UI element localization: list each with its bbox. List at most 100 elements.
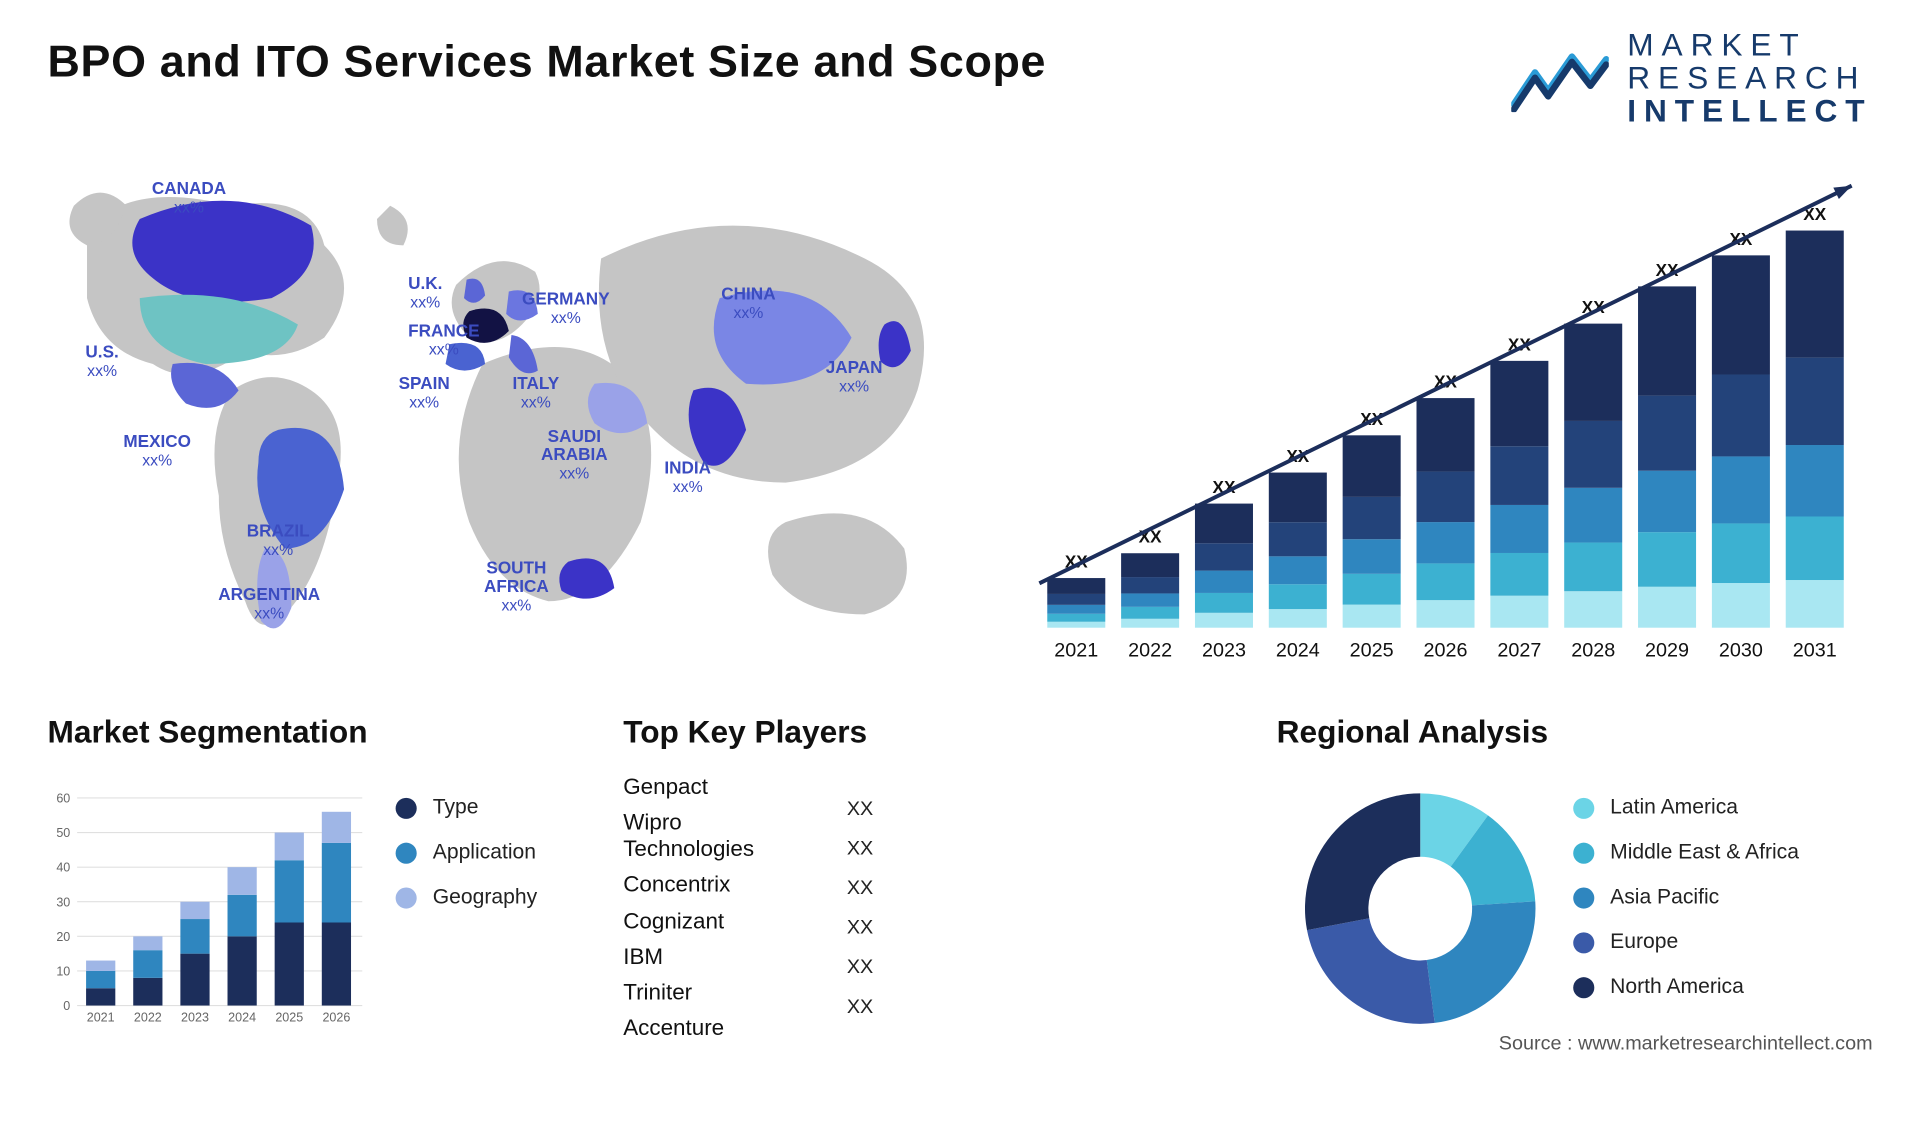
growth-bar-seg <box>1121 606 1179 618</box>
map-label-argentina: ARGENTINAxx% <box>218 585 320 623</box>
growth-trend-arrowhead <box>1833 185 1851 198</box>
growth-bar-seg <box>1711 523 1769 583</box>
map-label-china: CHINAxx% <box>721 284 775 322</box>
growth-bar-seg <box>1416 471 1474 522</box>
key-player-bar-row: XX <box>828 875 873 901</box>
seg-ytick: 20 <box>56 929 70 943</box>
map-label-saudi-arabia: SAUDIARABIAxx% <box>541 427 608 484</box>
legend-swatch-icon <box>396 797 417 818</box>
regional-section: Regional Analysis Latin America Middle Ea… <box>1277 714 1873 1070</box>
growth-bar-seg <box>1416 398 1474 471</box>
map-label-south-africa: SOUTHAFRICAxx% <box>484 559 549 616</box>
world-map: CANADAxx%U.S.xx%MEXICOxx%BRAZILxx%ARGENT… <box>47 152 996 679</box>
map-label-france: FRANCExx% <box>408 321 479 359</box>
growth-bar-seg <box>1268 609 1326 628</box>
growth-bar-seg <box>1342 573 1400 604</box>
key-player-bar-value: XX <box>847 917 873 939</box>
key-players-labels: GenpactWipro TechnologiesConcentrixCogni… <box>623 770 828 1047</box>
regional-legend-item: Europe <box>1573 930 1872 954</box>
seg-bar-seg <box>86 988 115 1005</box>
legend-swatch-icon <box>1573 932 1594 953</box>
growth-bar-seg <box>1638 395 1696 470</box>
growth-bar-seg <box>1564 420 1622 487</box>
growth-bar-year: 2026 <box>1423 639 1467 661</box>
seg-bar-seg <box>275 860 304 922</box>
map-label-india: INDIAxx% <box>664 458 711 496</box>
regional-legend-label: Asia Pacific <box>1610 886 1719 910</box>
seg-bar-seg <box>86 970 115 987</box>
growth-bar-seg <box>1490 552 1548 595</box>
legend-swatch-icon <box>396 887 417 908</box>
seg-ytick: 40 <box>56 860 70 874</box>
regional-legend-label: Europe <box>1610 930 1678 954</box>
seg-xtick: 2022 <box>134 1010 162 1024</box>
growth-chart: XXXXXXXXXXXXXXXXXXXXXX 20212022202320242… <box>997 152 1873 679</box>
seg-xtick: 2021 <box>87 1010 115 1024</box>
growth-bar-seg <box>1490 595 1548 627</box>
growth-bar-seg <box>1121 618 1179 627</box>
seg-bar-seg <box>86 960 115 970</box>
growth-bar-seg <box>1047 621 1105 627</box>
logo-text: MARKET RESEARCH INTELLECT <box>1627 29 1872 129</box>
seg-legend-label: Application <box>433 841 536 865</box>
seg-bar-seg <box>275 922 304 1005</box>
map-label-brazil: BRAZILxx% <box>247 522 310 560</box>
key-player-bar-row: XX <box>828 796 873 822</box>
regional-legend-item: Middle East & Africa <box>1573 841 1872 865</box>
growth-bar-seg <box>1490 446 1548 505</box>
growth-bar-seg <box>1047 604 1105 613</box>
regional-donut-chart <box>1294 783 1545 1034</box>
key-player-bar-row: XX <box>828 835 873 861</box>
regional-legend: Latin America Middle East & Africa Asia Pa… <box>1563 796 1873 1020</box>
regional-title: Regional Analysis <box>1277 714 1873 751</box>
regional-legend-item: North America <box>1573 975 1872 999</box>
map-label-spain: SPAINxx% <box>399 374 450 412</box>
growth-bar-seg <box>1416 522 1474 563</box>
regional-legend-label: North America <box>1610 975 1744 999</box>
growth-bar-year: 2027 <box>1497 639 1541 661</box>
seg-xtick: 2024 <box>228 1010 256 1024</box>
seg-bar-seg <box>180 953 209 1005</box>
growth-bar-seg <box>1711 582 1769 627</box>
growth-bar-seg <box>1564 591 1622 627</box>
growth-bar-seg <box>1564 323 1622 420</box>
growth-bar-seg <box>1638 286 1696 395</box>
growth-bar-seg <box>1785 444 1843 515</box>
key-player-name: Genpact <box>623 774 815 800</box>
growth-bar-seg <box>1638 470 1696 531</box>
legend-swatch-icon <box>1573 842 1594 863</box>
seg-bar-seg <box>322 842 351 922</box>
key-players-section: Top Key Players GenpactWipro Technologie… <box>623 714 1245 1070</box>
map-label-u-s-: U.S.xx% <box>85 342 118 380</box>
seg-bar-seg <box>228 936 257 1005</box>
growth-bar-seg <box>1342 539 1400 574</box>
key-player-bar-row: XX <box>828 994 873 1020</box>
growth-bar-seg <box>1195 570 1253 592</box>
logo-mark-icon <box>1511 46 1609 112</box>
map-label-mexico: MEXICOxx% <box>123 432 191 470</box>
header: BPO and ITO Services Market Size and Sco… <box>47 37 1872 129</box>
seg-ytick: 30 <box>56 895 70 909</box>
seg-bar-seg <box>322 922 351 1005</box>
growth-bar-seg <box>1416 600 1474 628</box>
segmentation-chart: 0102030405060202120222023202420252026 <box>47 770 366 1047</box>
regional-legend-label: Middle East & Africa <box>1610 841 1799 865</box>
growth-bar-year: 2029 <box>1645 639 1689 661</box>
key-player-name: Wipro Technologies <box>623 810 815 863</box>
seg-xtick: 2025 <box>275 1010 303 1024</box>
brand-logo: MARKET RESEARCH INTELLECT <box>1511 29 1872 129</box>
donut-slice <box>1426 901 1535 1023</box>
regional-legend-label: Latin America <box>1610 796 1738 820</box>
seg-bar-seg <box>133 977 162 1005</box>
growth-bar-seg <box>1195 503 1253 543</box>
map-label-u-k-: U.K.xx% <box>408 274 442 312</box>
growth-bar-seg <box>1490 360 1548 445</box>
growth-bar-seg <box>1342 435 1400 497</box>
key-player-name: Triniter <box>623 980 815 1006</box>
growth-bar-year: 2028 <box>1571 639 1615 661</box>
seg-bar-seg <box>228 894 257 936</box>
segmentation-legend: TypeApplicationGeography <box>396 770 592 1047</box>
legend-swatch-icon <box>1573 797 1594 818</box>
seg-legend-item: Geography <box>396 886 592 910</box>
seg-xtick: 2023 <box>181 1010 209 1024</box>
